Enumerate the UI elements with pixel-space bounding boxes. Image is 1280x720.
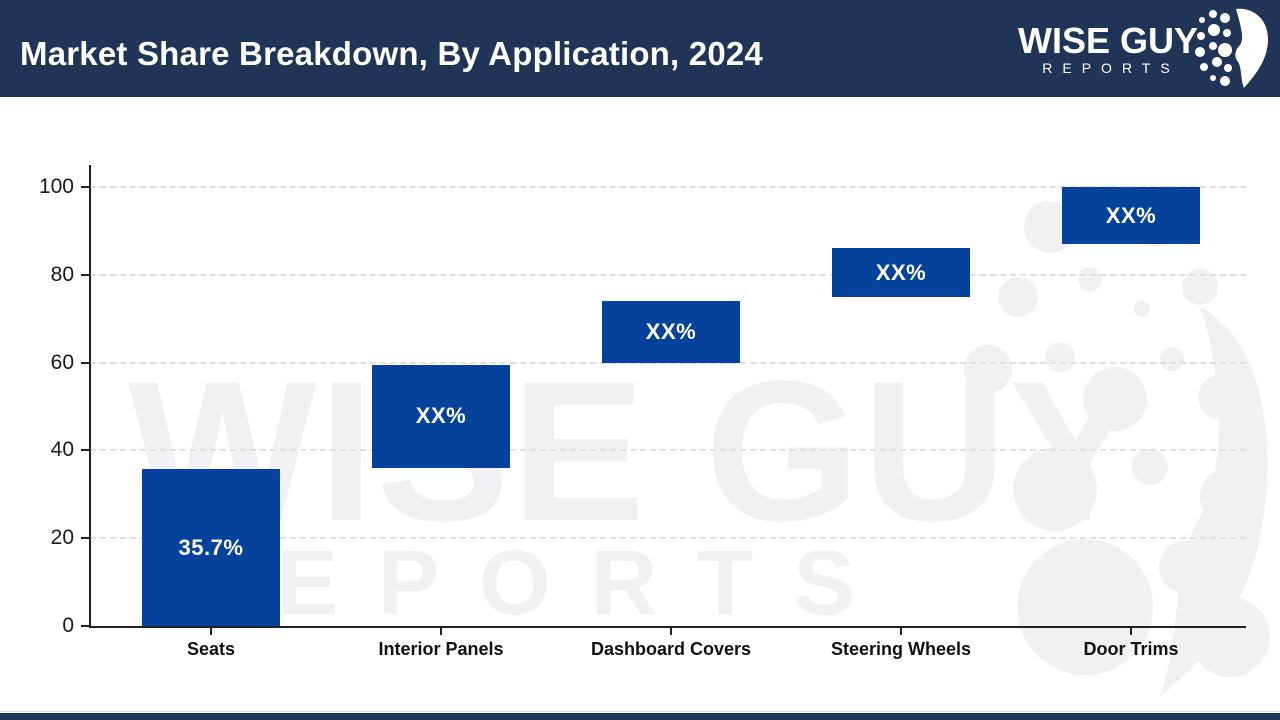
brand-wordmark: WISE GUY REPORTS: [1017, 19, 1198, 77]
bar-value-label: XX%: [1105, 202, 1157, 228]
bar-value-label: XX%: [875, 259, 927, 285]
y-axis-tick-label: 40: [50, 438, 74, 462]
y-axis-tick: [81, 273, 89, 276]
x-axis-tick: [210, 628, 212, 635]
x-axis-label: Door Trims: [1083, 639, 1179, 659]
y-axis-tick-label: 100: [38, 175, 74, 198]
y-axis-tick: [81, 537, 89, 540]
brand-face-icon: [1195, 8, 1268, 88]
brand-name-text: WISE GUY: [1017, 19, 1198, 61]
gridline: [90, 273, 1246, 276]
bar-value-label: XX%: [415, 403, 467, 429]
header-bar: Market Share Breakdown, By Application, …: [0, 0, 1280, 97]
watermark-subtext: REPORTS: [170, 532, 895, 634]
brand-subtext: REPORTS: [1042, 60, 1180, 77]
brand-logo: WISE GUY REPORTS: [1018, 6, 1270, 92]
footer-bar: [0, 713, 1280, 720]
y-axis-tick-label: 80: [50, 262, 74, 286]
x-axis-label: Interior Panels: [378, 639, 504, 659]
bar: XX%: [832, 248, 970, 297]
x-axis-tick: [440, 628, 442, 635]
y-axis-tick-label: 60: [50, 350, 74, 374]
footer-divider: [0, 711, 1280, 712]
y-axis-tick-label: 0: [62, 614, 74, 637]
x-axis-tick: [900, 628, 902, 635]
y-axis-tick: [81, 361, 89, 364]
bar-value-label: XX%: [645, 318, 697, 344]
chart-title: Market Share Breakdown, By Application, …: [20, 34, 763, 72]
x-axis-label: Dashboard Covers: [590, 639, 752, 659]
watermark-face-dots-icon: [964, 184, 1270, 697]
y-axis-tick: [81, 186, 89, 188]
y-axis-tick: [81, 449, 89, 452]
bar: XX%: [372, 364, 510, 468]
gridline: [90, 449, 1246, 452]
x-axis-line: [89, 626, 1246, 628]
bar-value-label: 35.7%: [178, 534, 244, 560]
y-axis-tick-label: 20: [50, 526, 74, 550]
y-axis-tick: [81, 625, 89, 627]
bar: XX%: [602, 301, 740, 363]
bar: XX%: [1062, 187, 1200, 245]
gridline: [90, 186, 1246, 188]
bar: 35.7%: [142, 469, 280, 626]
y-axis-line: [89, 165, 91, 627]
x-axis-tick: [1130, 628, 1132, 635]
x-axis-label: Seats: [186, 639, 236, 659]
x-axis-label: Steering Wheels: [830, 639, 972, 659]
plot-area: WISE GUY REPORTS 0 20 40 60 80 100 35.7% Seats X…: [0, 97, 1280, 712]
x-axis-tick: [670, 628, 672, 635]
gridline: [90, 537, 1246, 540]
gridline: [90, 361, 1246, 364]
